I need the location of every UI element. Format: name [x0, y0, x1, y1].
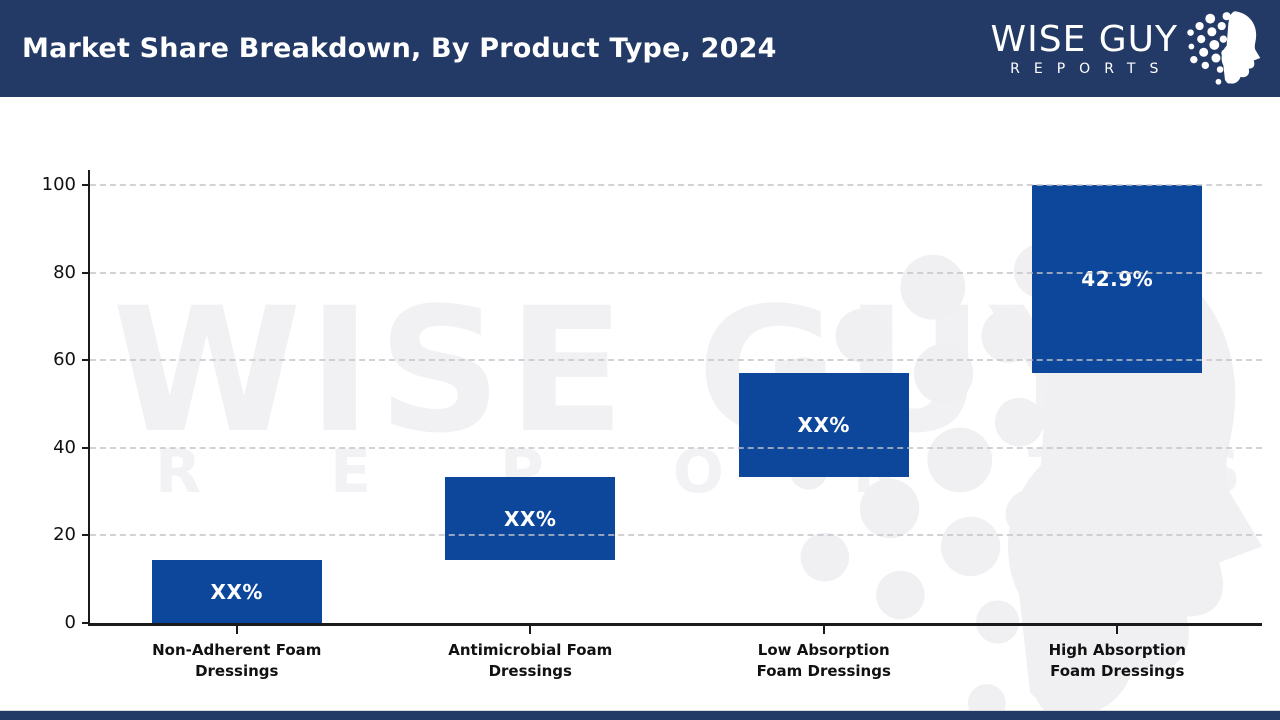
- y-tick-mark: [82, 534, 88, 537]
- x-category-label: Non-Adherent Foam Dressings: [152, 641, 322, 680]
- bar-value-label: XX%: [504, 506, 557, 531]
- x-category-label: Low Absorption Foam Dressings: [756, 641, 891, 680]
- y-tick-mark: [82, 184, 88, 186]
- wiseguy-face-icon: [1187, 10, 1261, 85]
- bar-value-label: XX%: [797, 412, 850, 437]
- bar: XX%: [445, 476, 616, 561]
- y-tick-label: 0: [64, 612, 76, 633]
- header-bar: Market Share Breakdown, By Product Type,…: [0, 0, 1280, 97]
- footer-bar: [0, 711, 1280, 720]
- brand-logo: WISE GUY REPORTS: [991, 0, 1267, 97]
- y-tick-label: 20: [53, 524, 76, 546]
- y-tick-label: 60: [53, 349, 76, 371]
- bar: XX%: [738, 372, 909, 477]
- y-tick-label: 80: [53, 261, 76, 283]
- y-tick-mark: [82, 622, 88, 624]
- logo-brand-subtitle: REPORTS: [1010, 60, 1173, 77]
- logo-brand-name: WISE GUY: [990, 18, 1178, 60]
- gridline: [90, 446, 1262, 449]
- chart-area: WISE GUY R E P O R T S 0 20 40 60 80 100 XX% No…: [0, 97, 1280, 720]
- chart-title: Market Share Breakdown, By Product Type,…: [22, 33, 777, 64]
- bar-value-label: 42.9%: [1081, 266, 1154, 291]
- y-tick-label: 100: [41, 174, 76, 195]
- x-category-label: Antimicrobial Foam Dressings: [448, 641, 613, 680]
- gridline: [90, 534, 1262, 537]
- x-tick-mark: [529, 626, 532, 634]
- gridline: [90, 184, 1262, 186]
- y-tick-label: 40: [53, 436, 76, 458]
- footer-divider: [0, 710, 1280, 711]
- bar-value-label: XX%: [210, 579, 263, 604]
- bar: XX%: [151, 560, 322, 623]
- y-tick-mark: [82, 359, 88, 362]
- x-tick-mark: [1116, 626, 1119, 634]
- x-tick-mark: [822, 626, 825, 634]
- bar: 42.9%: [1032, 185, 1203, 373]
- x-tick-mark: [235, 626, 238, 634]
- y-tick-mark: [82, 446, 88, 449]
- plot-area: 0 20 40 60 80 100 XX% Non-Adherent Foam Dressin…: [42, 170, 1262, 680]
- gridline: [90, 359, 1262, 362]
- x-category-label: High Absorption Foam Dressings: [1048, 641, 1186, 680]
- gridline: [90, 271, 1262, 274]
- y-tick-mark: [82, 271, 88, 274]
